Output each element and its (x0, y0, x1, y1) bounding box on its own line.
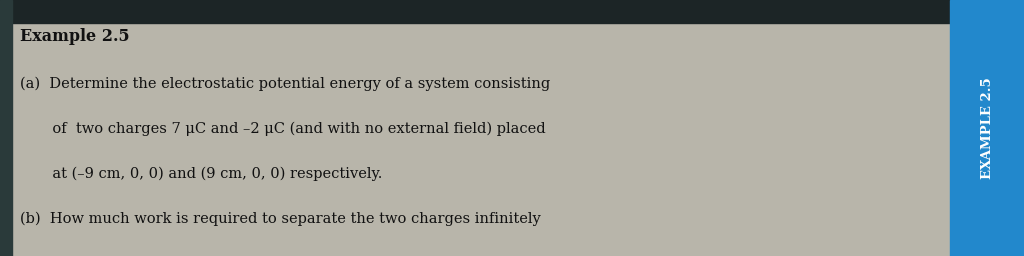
Bar (0, 0, 950, 23)
Text: EXAMPLE 2.5: EXAMPLE 2.5 (981, 77, 993, 179)
Text: (a)  Determine the electrostatic potential energy of a system consisting: (a) Determine the electrostatic potentia… (20, 77, 551, 91)
Bar (950, 0, 1024, 256)
Text: (b)  How much work is required to separate the two charges infinitely: (b) How much work is required to separat… (20, 211, 542, 226)
Bar (0, 0, 12, 256)
Text: of  two charges 7 μC and –2 μC (and with no external field) placed: of two charges 7 μC and –2 μC (and with … (20, 122, 546, 136)
Text: Example 2.5: Example 2.5 (20, 28, 130, 45)
Text: at (–9 cm, 0, 0) and (9 cm, 0, 0) respectively.: at (–9 cm, 0, 0) and (9 cm, 0, 0) respec… (20, 166, 383, 181)
